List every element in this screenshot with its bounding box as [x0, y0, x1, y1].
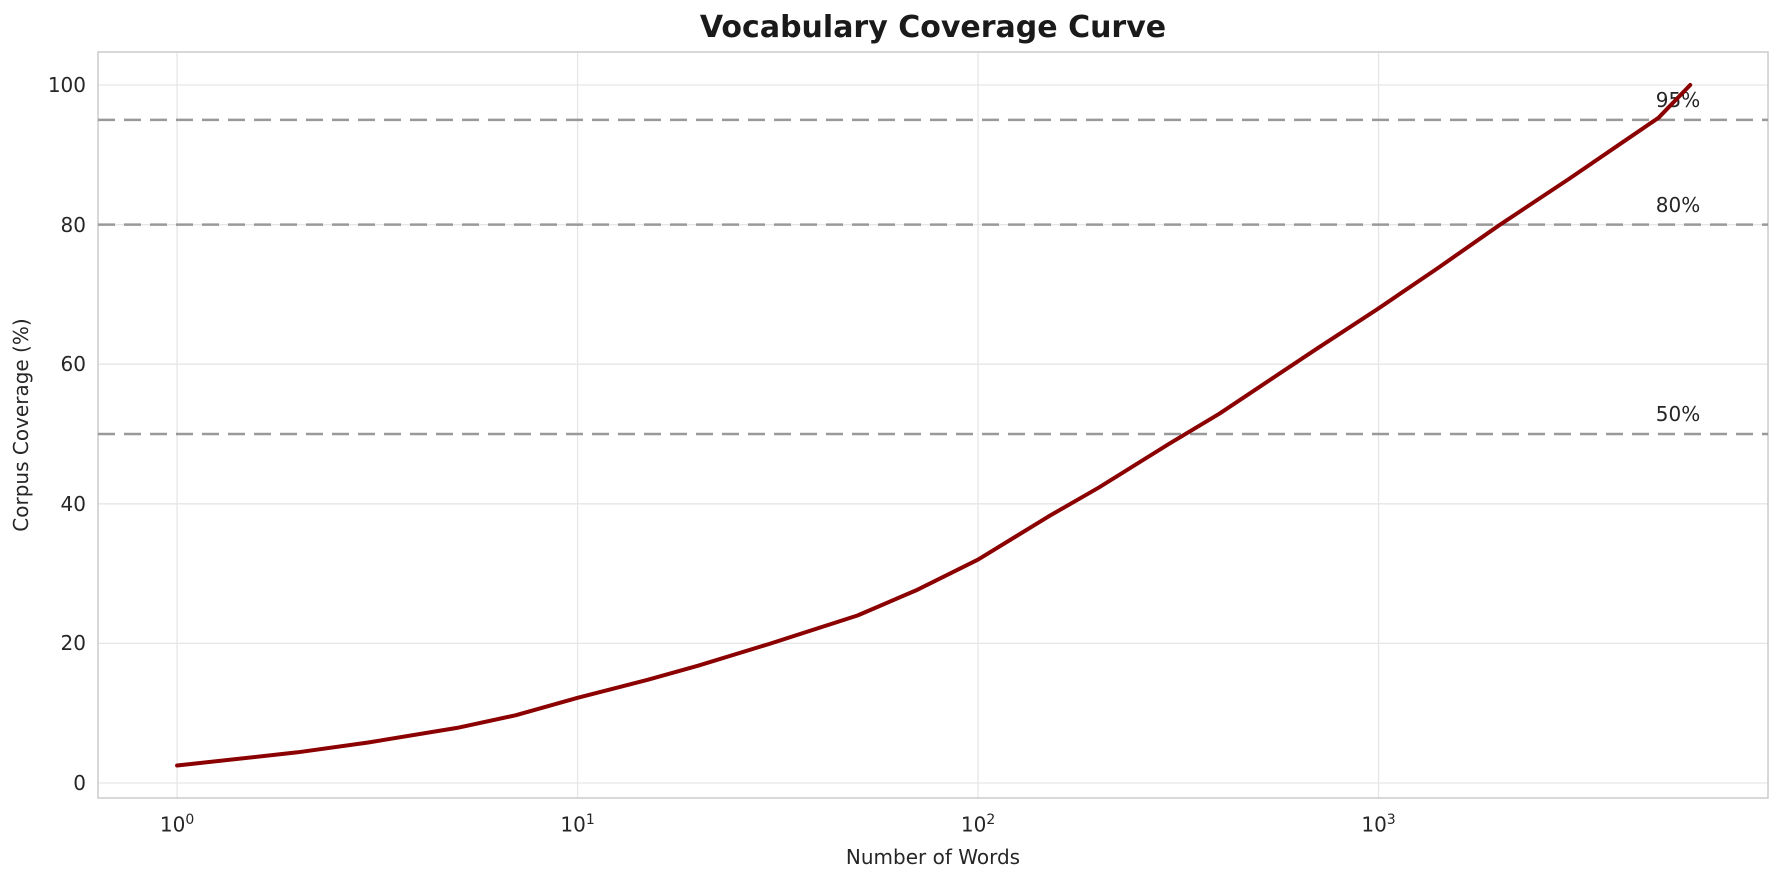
- y-tick-label: 100: [47, 73, 86, 97]
- y-tick-label: 0: [73, 770, 86, 795]
- plot-border: [97, 51, 1769, 799]
- x-tick-label: 103: [1361, 812, 1396, 837]
- vocabulary-coverage-curve: [175, 83, 1693, 768]
- y-tick-label: 40: [60, 491, 86, 516]
- threshold-label: 80%: [1655, 192, 1701, 217]
- x-tick-label: 102: [960, 812, 996, 837]
- y-tick-label: 20: [60, 631, 86, 656]
- chart-title: Vocabulary Coverage Curve: [699, 10, 1167, 45]
- x-tick-label: 101: [560, 812, 595, 837]
- y-tick-label: 80: [60, 212, 86, 237]
- x-axis-label: Number of Words: [845, 845, 1021, 869]
- x-tick-label: 100: [159, 812, 195, 837]
- y-tick-label: 60: [60, 352, 86, 377]
- threshold-label: 50%: [1655, 402, 1701, 426]
